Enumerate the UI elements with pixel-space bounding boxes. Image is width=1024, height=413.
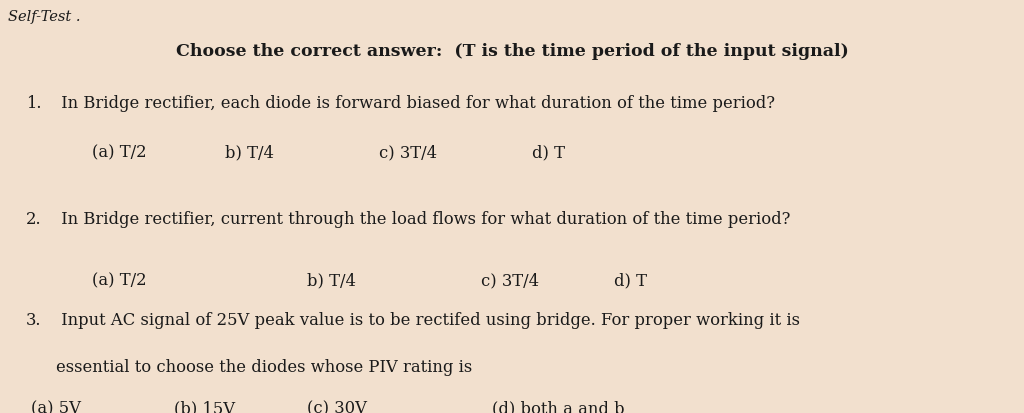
Text: 1.: 1. (26, 95, 41, 112)
Text: d) T: d) T (614, 273, 647, 290)
Text: essential to choose the diodes whose PIV rating is: essential to choose the diodes whose PIV… (56, 359, 472, 376)
Text: b) T/4: b) T/4 (225, 145, 274, 161)
Text: Self-Test .: Self-Test . (8, 10, 81, 24)
Text: 2.: 2. (26, 211, 41, 228)
Text: (a) T/2: (a) T/2 (92, 273, 146, 290)
Text: Choose the correct answer:  (T is the time period of the input signal): Choose the correct answer: (T is the tim… (176, 43, 848, 60)
Text: c) 3T/4: c) 3T/4 (481, 273, 540, 290)
Text: 3.: 3. (26, 312, 41, 329)
Text: (a) 5V: (a) 5V (31, 401, 81, 413)
Text: d) T: d) T (532, 145, 565, 161)
Text: (a) T/2: (a) T/2 (92, 145, 146, 161)
Text: (c) 30V: (c) 30V (307, 401, 368, 413)
Text: (d) both a and b: (d) both a and b (492, 401, 625, 413)
Text: In Bridge rectifier, each diode is forward biased for what duration of the time : In Bridge rectifier, each diode is forwa… (56, 95, 775, 112)
Text: In Bridge rectifier, current through the load flows for what duration of the tim: In Bridge rectifier, current through the… (56, 211, 791, 228)
Text: (b) 15V: (b) 15V (174, 401, 236, 413)
Text: c) 3T/4: c) 3T/4 (379, 145, 437, 161)
Text: Input AC signal of 25V peak value is to be rectifed using bridge. For proper wor: Input AC signal of 25V peak value is to … (56, 312, 801, 329)
Text: b) T/4: b) T/4 (307, 273, 356, 290)
